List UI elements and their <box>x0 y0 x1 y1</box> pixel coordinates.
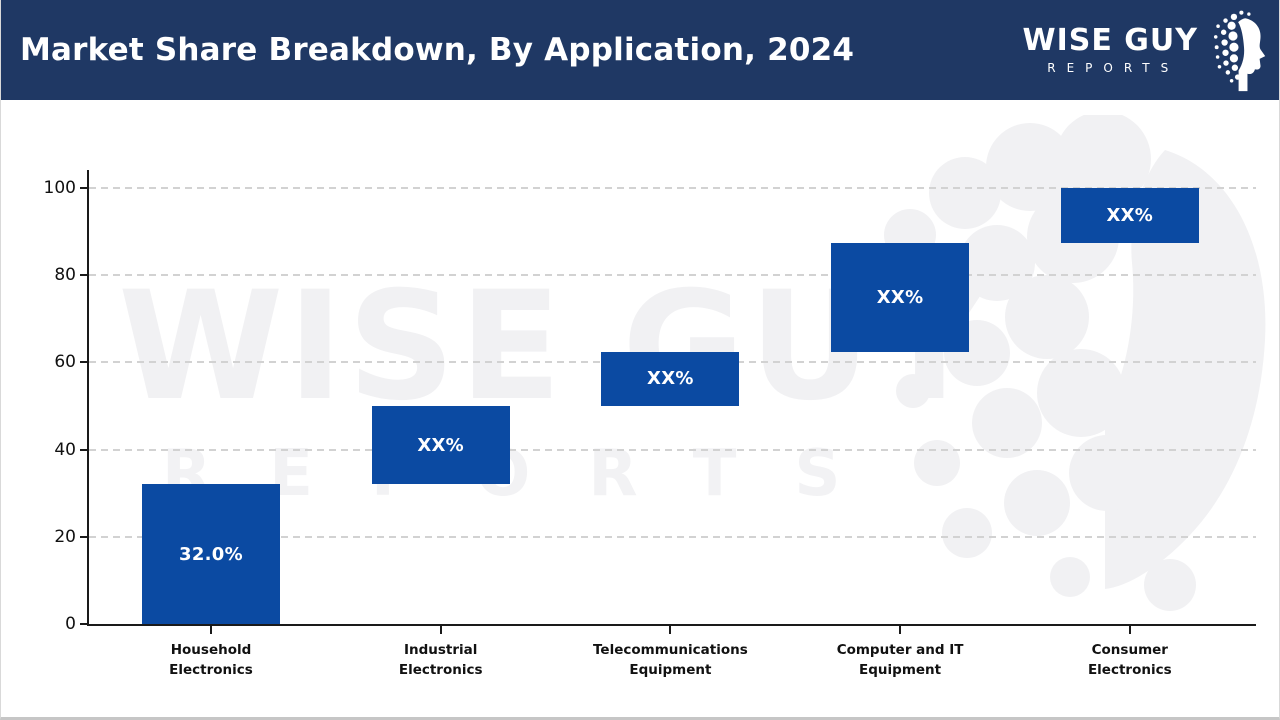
y-tick <box>80 187 88 189</box>
y-axis-tick-label: 0 <box>65 614 76 634</box>
x-axis-category-line: Electronics <box>169 662 253 678</box>
bar: XX% <box>831 242 970 352</box>
y-axis-tick-label: 40 <box>54 439 76 460</box>
x-axis-category-label: Telecommunications Equipment <box>550 640 790 680</box>
bar: XX% <box>371 406 510 485</box>
x-tick <box>1128 626 1131 634</box>
y-tick <box>80 448 88 451</box>
gridline <box>89 187 1256 189</box>
x-axis-category-line: Industrial <box>403 642 478 658</box>
logo-name: WISE GUY <box>1022 22 1198 58</box>
bar-value-label: XX% <box>647 368 694 390</box>
x-axis-category-line: Equipment <box>629 662 712 678</box>
bar-value-label: 32.0% <box>179 543 243 565</box>
gridline <box>89 448 1256 451</box>
y-tick <box>80 535 88 538</box>
x-tick <box>439 626 442 634</box>
x-axis-category-label: Computer and IT Equipment <box>780 640 1020 680</box>
bar-value-label: XX% <box>1106 204 1154 226</box>
x-axis-category-line: Equipment <box>859 662 942 678</box>
x-axis-category-line: Electronics <box>1087 662 1172 678</box>
x-axis-category-line: Household <box>170 642 252 658</box>
x-axis-line <box>87 624 1256 626</box>
y-tick <box>80 361 88 364</box>
x-tick <box>899 626 902 634</box>
x-axis-category-line: Telecommunications <box>593 642 748 658</box>
y-tick <box>80 623 88 625</box>
y-axis-tick-label: 60 <box>54 352 76 373</box>
y-axis-tick-label: 100 <box>43 178 76 198</box>
gridline <box>89 535 1256 538</box>
logo-text: WISE GUY REPORTS <box>1022 22 1198 75</box>
y-tick <box>80 274 88 277</box>
x-axis-category-line: Electronics <box>398 662 483 678</box>
header: Market Share Breakdown, By Application, … <box>0 0 1280 100</box>
x-axis-category-label: Industrial Electronics <box>321 640 561 680</box>
logo-tagline: REPORTS <box>1047 60 1180 75</box>
y-axis-tick-label: 80 <box>54 265 76 286</box>
x-axis-category-line: Computer and IT <box>836 642 964 658</box>
y-axis-line <box>87 170 89 626</box>
x-tick <box>669 626 672 634</box>
bar: XX% <box>1060 188 1199 243</box>
x-axis-category-label: Household Electronics <box>91 640 331 680</box>
bar-value-label: XX% <box>417 434 465 456</box>
wiseguy-logo: WISE GUY REPORTS <box>1022 8 1266 92</box>
x-tick <box>210 626 212 634</box>
logo-head-icon <box>1200 8 1266 92</box>
bar: XX% <box>601 351 740 406</box>
x-axis-category-label: Consumer Electronics <box>1010 640 1250 680</box>
gridline <box>89 274 1256 277</box>
page-title: Market Share Breakdown, By Application, … <box>20 32 855 68</box>
bar: 32.0% <box>142 484 280 624</box>
x-axis-category-line: Consumer <box>1091 642 1168 658</box>
y-axis-tick-label: 20 <box>54 526 76 547</box>
bar-value-label: XX% <box>876 286 924 308</box>
